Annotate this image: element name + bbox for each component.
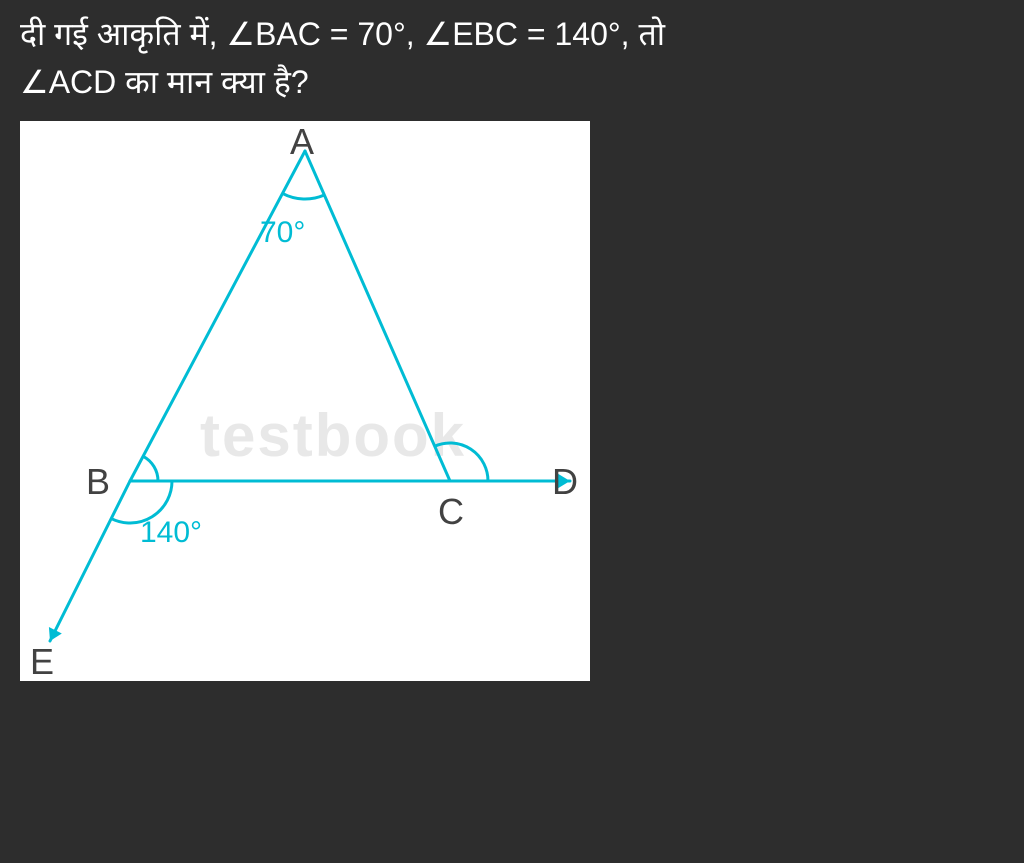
question-text: दी गई आकृति में, ∠BAC = 70°, ∠EBC = 140°… (0, 0, 1024, 116)
vertex-label-b: B (86, 461, 110, 503)
vertex-label-d: D (552, 461, 578, 503)
figure-arrowheads (49, 474, 570, 641)
geometry-figure: testbook A B C D E 70° 140° (20, 121, 590, 681)
figure-svg (20, 121, 590, 681)
vertex-label-e: E (30, 641, 54, 683)
vertex-label-a: A (290, 121, 314, 163)
question-line-1: दी गई आकृति में, ∠BAC = 70°, ∠EBC = 140°… (20, 16, 665, 52)
vertex-label-c: C (438, 491, 464, 533)
question-line-2: ∠ACD का मान क्या है? (20, 64, 309, 100)
angle-label-bac: 70° (260, 216, 305, 250)
angle-label-ebc: 140° (140, 516, 202, 550)
figure-lines (50, 151, 570, 641)
